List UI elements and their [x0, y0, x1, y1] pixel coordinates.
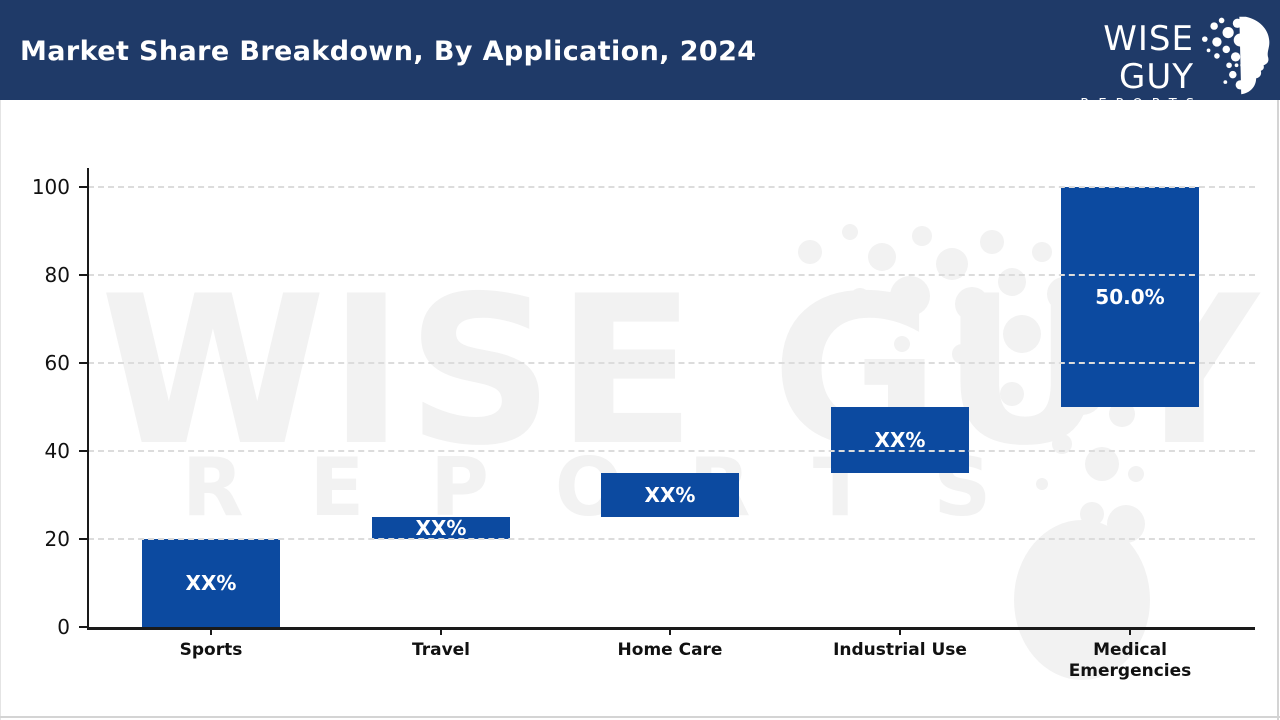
y-tick-label-40: 40 — [44, 439, 70, 463]
y-tick-label-80: 80 — [44, 263, 70, 287]
gridline-60 — [88, 362, 1255, 364]
x-tick-home-care — [669, 627, 671, 635]
x-category-label-travel: Travel — [411, 640, 471, 660]
bar-value-label-travel: XX% — [415, 516, 467, 540]
x-tick-medical-emergencies — [1129, 627, 1131, 635]
logo-text: WISE GUY REPORTS — [1022, 20, 1194, 114]
y-tick-80 — [79, 274, 87, 276]
gridline-80 — [88, 274, 1255, 276]
bar-value-label-industrial-use: XX% — [874, 428, 926, 452]
y-tick-0 — [79, 626, 87, 628]
bar-travel — [372, 517, 510, 539]
y-tick-label-0: 0 — [57, 615, 70, 639]
x-tick-sports — [210, 627, 212, 635]
y-tick-40 — [79, 450, 87, 452]
logo-sub-text: REPORTS — [1080, 97, 1203, 112]
bar-home-care — [601, 473, 739, 517]
y-tick-label-60: 60 — [44, 351, 70, 375]
page-border-bottom — [0, 716, 1280, 718]
logo-dotted-head-icon — [1202, 16, 1270, 95]
y-tick-100 — [79, 186, 87, 188]
x-tick-travel — [440, 627, 442, 635]
y-axis-line — [87, 168, 89, 629]
logo-name-text: WISE GUY — [1103, 19, 1194, 97]
x-category-label-home-care: Home Care — [617, 640, 723, 660]
page-border-left — [0, 100, 1, 720]
page-title: Market Share Breakdown, By Application, … — [20, 36, 757, 67]
gridline-40 — [88, 450, 1255, 452]
y-tick-60 — [79, 362, 87, 364]
bar-value-label-home-care: XX% — [644, 483, 696, 507]
x-category-label-medical-emergencies: Medical Emergencies — [1068, 640, 1192, 681]
page-border-right — [1277, 100, 1279, 720]
watermark-dotted-head-icon — [798, 224, 1150, 680]
header-bar: Market Share Breakdown, By Application, … — [0, 0, 1280, 112]
x-axis-line — [87, 627, 1255, 630]
bar-sports — [142, 539, 280, 627]
bar-value-label-sports: XX% — [185, 571, 237, 595]
y-tick-label-100: 100 — [31, 175, 70, 199]
gridline-100 — [88, 186, 1255, 188]
y-tick-label-20: 20 — [44, 527, 70, 551]
x-tick-industrial-use — [899, 627, 901, 635]
bar-industrial-use — [831, 407, 969, 473]
gridline-20 — [88, 538, 1255, 540]
bar-value-label-medical-emergencies: 50.0% — [1095, 285, 1165, 309]
x-category-label-sports: Sports — [179, 640, 243, 660]
wise-guy-reports-logo: WISE GUY REPORTS — [1022, 6, 1272, 112]
bar-medical-emergencies — [1061, 187, 1199, 407]
x-category-label-industrial-use: Industrial Use — [833, 640, 967, 660]
y-tick-20 — [79, 538, 87, 540]
